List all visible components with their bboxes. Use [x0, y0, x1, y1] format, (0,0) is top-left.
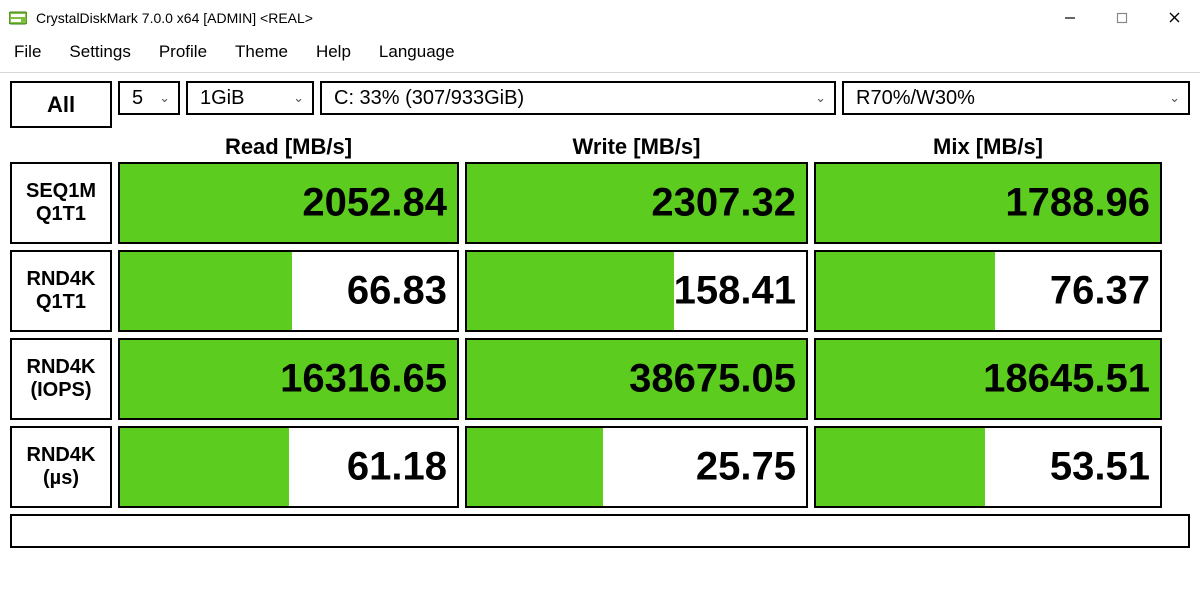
window-controls — [1044, 0, 1200, 36]
ratio-value: R70%/W30% — [856, 87, 975, 110]
bar-fill — [816, 428, 985, 506]
row-label-line: Q1T1 — [36, 291, 86, 314]
value-text: 25.75 — [696, 445, 796, 490]
row-label-rnd4k-us[interactable]: RND4K (µs) — [10, 426, 112, 508]
row-label-line: (µs) — [43, 467, 79, 490]
value-text: 18645.51 — [983, 357, 1150, 402]
app-icon — [8, 8, 28, 28]
row-rnd4k-us: RND4K (µs) 61.18 25.75 53.51 — [10, 426, 1190, 508]
bar-fill — [467, 428, 603, 506]
cell-rnd4k-iops-write: 38675.05 — [465, 338, 808, 420]
run-count-value: 5 — [132, 87, 143, 110]
controls-row: All 5 ⌄ 1GiB ⌄ C: 33% (307/933GiB) ⌄ R70… — [0, 73, 1200, 132]
value-text: 61.18 — [347, 445, 447, 490]
cell-rnd4k-q1t1-read: 66.83 — [118, 250, 459, 332]
drive-select[interactable]: C: 33% (307/933GiB) ⌄ — [320, 81, 836, 115]
run-all-button[interactable]: All — [10, 81, 112, 128]
row-label-line: RND4K — [27, 444, 96, 467]
value-text: 66.83 — [347, 269, 447, 314]
menu-help[interactable]: Help — [316, 42, 351, 62]
test-size-select[interactable]: 1GiB ⌄ — [186, 81, 314, 115]
row-label-line: RND4K — [27, 268, 96, 291]
header-write: Write [MB/s] — [465, 134, 808, 160]
row-label-rnd4k-iops[interactable]: RND4K (IOPS) — [10, 338, 112, 420]
row-rnd4k-iops: RND4K (IOPS) 16316.65 38675.05 18645.51 — [10, 338, 1190, 420]
row-rnd4k-q1t1: RND4K Q1T1 66.83 158.41 76.37 — [10, 250, 1190, 332]
maximize-button[interactable] — [1096, 0, 1148, 36]
column-headers: Read [MB/s] Write [MB/s] Mix [MB/s] — [0, 132, 1200, 162]
bar-fill — [120, 428, 289, 506]
chevron-down-icon: ⌄ — [159, 90, 170, 106]
row-label-line: Q1T1 — [36, 203, 86, 226]
chevron-down-icon: ⌄ — [815, 90, 826, 106]
row-label-line: (IOPS) — [30, 379, 91, 402]
minimize-button[interactable] — [1044, 0, 1096, 36]
row-seq1m-q1t1: SEQ1M Q1T1 2052.84 2307.32 1788.96 — [10, 162, 1190, 244]
menu-bar: File Settings Profile Theme Help Languag… — [0, 36, 1200, 73]
cell-rnd4k-us-read: 61.18 — [118, 426, 459, 508]
title-bar: CrystalDiskMark 7.0.0 x64 [ADMIN] <REAL> — [0, 0, 1200, 36]
run-count-select[interactable]: 5 ⌄ — [118, 81, 180, 115]
menu-profile[interactable]: Profile — [159, 42, 207, 62]
row-label-line: SEQ1M — [26, 180, 96, 203]
header-read: Read [MB/s] — [118, 134, 459, 160]
test-size-value: 1GiB — [200, 87, 244, 110]
cell-rnd4k-us-mix: 53.51 — [814, 426, 1162, 508]
close-button[interactable] — [1148, 0, 1200, 36]
drive-value: C: 33% (307/933GiB) — [334, 87, 524, 110]
row-label-line: RND4K — [27, 356, 96, 379]
cell-seq1m-read: 2052.84 — [118, 162, 459, 244]
header-mix: Mix [MB/s] — [814, 134, 1162, 160]
menu-language[interactable]: Language — [379, 42, 455, 62]
menu-theme[interactable]: Theme — [235, 42, 288, 62]
row-label-rnd4k-q1t1[interactable]: RND4K Q1T1 — [10, 250, 112, 332]
cell-rnd4k-us-write: 25.75 — [465, 426, 808, 508]
chevron-down-icon: ⌄ — [293, 90, 304, 106]
cell-seq1m-mix: 1788.96 — [814, 162, 1162, 244]
value-text: 158.41 — [674, 269, 796, 314]
row-label-seq1m-q1t1[interactable]: SEQ1M Q1T1 — [10, 162, 112, 244]
value-text: 76.37 — [1050, 269, 1150, 314]
results-grid: SEQ1M Q1T1 2052.84 2307.32 1788.96 RND4K… — [0, 162, 1200, 508]
value-text: 53.51 — [1050, 445, 1150, 490]
menu-file[interactable]: File — [14, 42, 41, 62]
status-bar — [10, 514, 1190, 548]
menu-settings[interactable]: Settings — [69, 42, 130, 62]
cell-seq1m-write: 2307.32 — [465, 162, 808, 244]
window-title: CrystalDiskMark 7.0.0 x64 [ADMIN] <REAL> — [36, 10, 313, 26]
cell-rnd4k-iops-mix: 18645.51 — [814, 338, 1162, 420]
bar-fill — [467, 252, 674, 330]
bar-fill — [120, 252, 292, 330]
value-text: 38675.05 — [629, 357, 796, 402]
bar-fill — [816, 252, 995, 330]
cell-rnd4k-q1t1-mix: 76.37 — [814, 250, 1162, 332]
value-text: 2052.84 — [302, 181, 447, 226]
cell-rnd4k-iops-read: 16316.65 — [118, 338, 459, 420]
value-text: 2307.32 — [651, 181, 796, 226]
value-text: 1788.96 — [1005, 181, 1150, 226]
cell-rnd4k-q1t1-write: 158.41 — [465, 250, 808, 332]
chevron-down-icon: ⌄ — [1169, 90, 1180, 106]
value-text: 16316.65 — [280, 357, 447, 402]
read-write-ratio-select[interactable]: R70%/W30% ⌄ — [842, 81, 1190, 115]
